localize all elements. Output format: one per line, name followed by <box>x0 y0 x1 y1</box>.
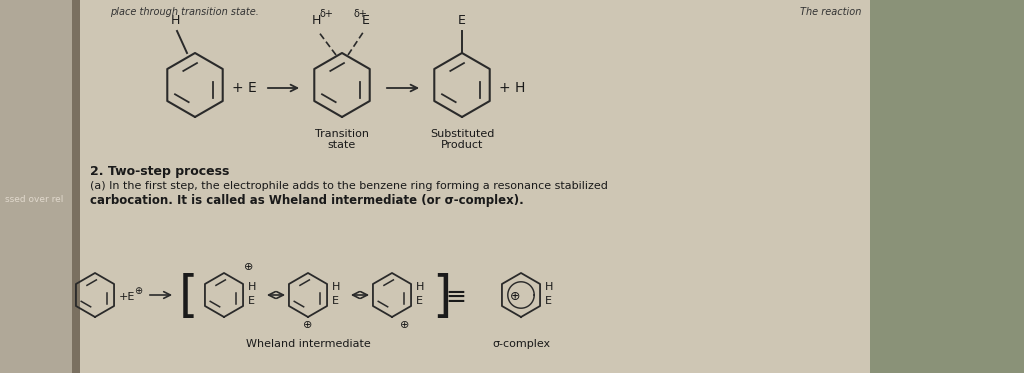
Text: Substituted: Substituted <box>430 129 495 139</box>
Text: Wheland intermediate: Wheland intermediate <box>246 339 371 349</box>
Text: [: [ <box>179 273 199 321</box>
Text: ⊕: ⊕ <box>303 320 312 330</box>
Text: (a) In the first step, the electrophile adds to the benzene ring forming a reson: (a) In the first step, the electrophile … <box>90 181 608 191</box>
Bar <box>75 0 945 373</box>
Text: ⊕: ⊕ <box>244 262 253 272</box>
Text: Transition: Transition <box>315 129 369 139</box>
Text: ssed over rel: ssed over rel <box>5 195 63 204</box>
Text: ⊕: ⊕ <box>510 291 520 304</box>
Text: H: H <box>545 282 553 292</box>
Text: E: E <box>416 296 423 306</box>
Text: ⊕: ⊕ <box>400 320 410 330</box>
Text: ⊕: ⊕ <box>134 286 142 296</box>
Bar <box>0 0 78 373</box>
Text: carbocation. It is called as Wheland intermediate (or σ-complex).: carbocation. It is called as Wheland int… <box>90 194 523 207</box>
Text: +E: +E <box>119 292 135 302</box>
Text: E: E <box>332 296 339 306</box>
Text: E: E <box>362 14 370 27</box>
Text: Product: Product <box>440 140 483 150</box>
Text: H: H <box>332 282 340 292</box>
Bar <box>72 0 80 373</box>
Text: state: state <box>328 140 356 150</box>
Text: H: H <box>311 14 321 27</box>
Text: The reaction: The reaction <box>800 7 861 17</box>
Text: σ-complex: σ-complex <box>492 339 550 349</box>
Text: ≡: ≡ <box>445 285 467 309</box>
Text: + E: + E <box>232 81 257 95</box>
Text: place through transition state.: place through transition state. <box>110 7 259 17</box>
Text: H: H <box>248 282 256 292</box>
Text: ]: ] <box>432 273 452 321</box>
Text: H: H <box>416 282 424 292</box>
Text: + H: + H <box>499 81 525 95</box>
Bar <box>870 0 1024 373</box>
Text: E: E <box>545 296 552 306</box>
Text: E: E <box>458 14 466 27</box>
Text: δ+: δ+ <box>353 9 367 19</box>
Text: H: H <box>170 14 179 27</box>
Text: E: E <box>248 296 255 306</box>
Text: δ+: δ+ <box>319 9 333 19</box>
Text: 2. Two-step process: 2. Two-step process <box>90 165 229 178</box>
